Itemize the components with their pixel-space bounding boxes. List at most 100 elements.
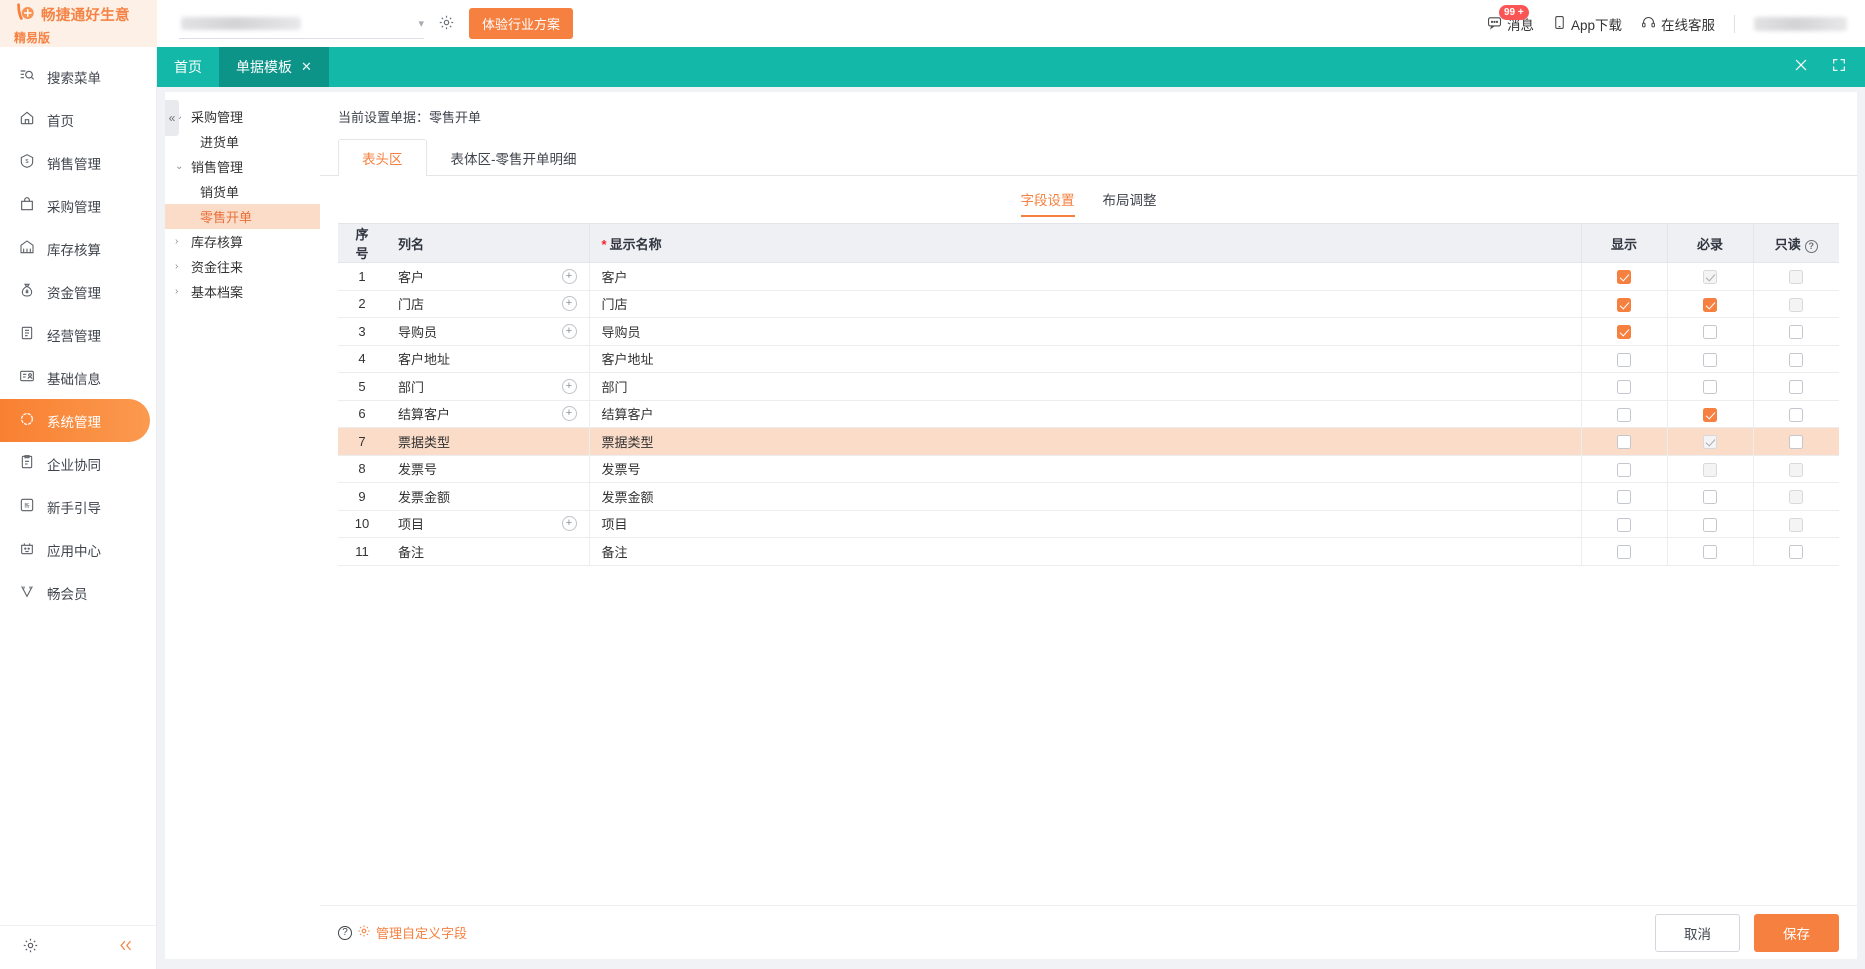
- table-row[interactable]: 8 发票号 发票号: [338, 455, 1839, 483]
- show-checkbox[interactable]: [1617, 297, 1631, 312]
- readonly-checkbox[interactable]: [1789, 380, 1804, 395]
- tree-node-purchase-mgmt[interactable]: ⌄ 采购管理: [165, 104, 320, 129]
- org-selector[interactable]: ▾: [179, 9, 424, 39]
- table-row[interactable]: 4 客户地址 客户地址: [338, 345, 1839, 373]
- required-checkbox[interactable]: [1703, 380, 1717, 395]
- cell-show[interactable]: [1580, 262, 1667, 291]
- cell-readonly[interactable]: [1752, 345, 1839, 373]
- help-icon[interactable]: ?: [1804, 239, 1818, 253]
- cell-required[interactable]: [1666, 290, 1753, 318]
- readonly-checkbox[interactable]: [1789, 297, 1804, 312]
- cell-required[interactable]: [1666, 510, 1753, 538]
- cell-display-name[interactable]: 导购员: [588, 317, 1581, 346]
- cell-display-name[interactable]: 票据类型: [588, 427, 1581, 456]
- show-checkbox[interactable]: [1617, 517, 1631, 532]
- cell-readonly[interactable]: [1752, 427, 1839, 456]
- cell-readonly[interactable]: [1752, 290, 1839, 318]
- cell-readonly[interactable]: [1752, 510, 1839, 538]
- table-row[interactable]: 3 导购员 + 导购员: [338, 317, 1839, 346]
- cell-required[interactable]: [1666, 482, 1753, 511]
- cell-required[interactable]: [1666, 455, 1753, 483]
- table-row[interactable]: 7 票据类型 票据类型: [338, 427, 1839, 456]
- show-checkbox[interactable]: [1617, 545, 1631, 560]
- tree-node-fund-transactions[interactable]: › 资金往来: [165, 254, 320, 279]
- readonly-checkbox[interactable]: [1789, 325, 1804, 340]
- collapse-sidebar-icon[interactable]: [117, 938, 134, 958]
- show-checkbox[interactable]: [1617, 407, 1631, 422]
- sidebar-item-guide[interactable]: 新 新手引导: [0, 485, 156, 528]
- cell-show[interactable]: [1580, 510, 1667, 538]
- manage-custom-fields-link[interactable]: ? 管理自定义字段: [338, 923, 467, 942]
- sidebar-item-collaboration[interactable]: 企业协同: [0, 442, 156, 485]
- cell-show[interactable]: [1580, 537, 1667, 566]
- readonly-checkbox[interactable]: [1789, 517, 1804, 532]
- table-row[interactable]: 5 部门 + 部门: [338, 372, 1839, 401]
- cell-show[interactable]: [1580, 290, 1667, 318]
- cell-display-name[interactable]: 门店: [588, 290, 1581, 318]
- save-button[interactable]: 保存: [1754, 913, 1839, 952]
- cell-display-name[interactable]: 发票金额: [588, 482, 1581, 511]
- readonly-checkbox[interactable]: [1789, 435, 1804, 450]
- sidebar-item-system[interactable]: 系统管理: [0, 399, 150, 442]
- readonly-checkbox[interactable]: [1789, 490, 1804, 505]
- tab-field-settings[interactable]: 字段设置: [1020, 189, 1075, 217]
- cell-required[interactable]: [1666, 427, 1753, 456]
- cell-required[interactable]: [1666, 262, 1753, 291]
- add-field-icon[interactable]: +: [561, 323, 577, 339]
- show-checkbox[interactable]: [1617, 380, 1631, 395]
- gear-icon[interactable]: [438, 14, 455, 34]
- readonly-checkbox[interactable]: [1789, 462, 1804, 477]
- gear-icon[interactable]: [22, 937, 39, 959]
- show-checkbox[interactable]: [1617, 352, 1631, 367]
- cell-readonly[interactable]: [1752, 317, 1839, 346]
- tab-layout-adjust[interactable]: 布局调整: [1102, 193, 1157, 208]
- cell-readonly[interactable]: [1752, 482, 1839, 511]
- add-field-icon[interactable]: +: [561, 406, 577, 422]
- messages-button[interactable]: 消息 99 +: [1487, 4, 1534, 34]
- cell-show[interactable]: [1580, 482, 1667, 511]
- cell-readonly[interactable]: [1752, 455, 1839, 483]
- show-checkbox[interactable]: [1617, 325, 1631, 340]
- tree-node-sales-mgmt[interactable]: ⌄ 销售管理: [165, 154, 320, 179]
- cancel-button[interactable]: 取消: [1655, 913, 1740, 952]
- cell-readonly[interactable]: [1752, 400, 1839, 428]
- cell-required[interactable]: [1666, 317, 1753, 346]
- chevron-down-icon[interactable]: ▾: [418, 17, 424, 30]
- cell-show[interactable]: [1580, 345, 1667, 373]
- cell-readonly[interactable]: [1752, 372, 1839, 401]
- required-checkbox[interactable]: [1703, 545, 1717, 560]
- sidebar-item-app-center[interactable]: 应用中心: [0, 528, 156, 571]
- trial-solution-button[interactable]: 体验行业方案: [469, 8, 574, 39]
- cell-display-name[interactable]: 项目: [588, 510, 1581, 538]
- tree-node-sales-order[interactable]: 销货单: [165, 179, 320, 204]
- required-checkbox[interactable]: [1703, 517, 1717, 532]
- cell-display-name[interactable]: 结算客户: [588, 400, 1581, 428]
- show-checkbox[interactable]: [1617, 435, 1631, 450]
- show-checkbox[interactable]: [1617, 462, 1631, 477]
- cell-required[interactable]: [1666, 345, 1753, 373]
- cell-display-name[interactable]: 客户: [588, 262, 1581, 291]
- required-checkbox[interactable]: [1703, 435, 1717, 450]
- tree-node-inventory-accounting[interactable]: › 库存核算: [165, 229, 320, 254]
- tree-node-basic-archives[interactable]: › 基本档案: [165, 279, 320, 304]
- table-row[interactable]: 9 发票金额 发票金额: [338, 482, 1839, 511]
- show-checkbox[interactable]: [1617, 490, 1631, 505]
- user-name-masked[interactable]: [1754, 16, 1847, 31]
- tree-node-purchase-order[interactable]: 进货单: [165, 129, 320, 154]
- sidebar-item-home[interactable]: 首页: [0, 98, 156, 141]
- cell-display-name[interactable]: 发票号: [588, 455, 1581, 483]
- close-icon[interactable]: ✕: [301, 59, 312, 74]
- table-row[interactable]: 6 结算客户 + 结算客户: [338, 400, 1839, 428]
- cell-display-name[interactable]: 客户地址: [588, 345, 1581, 373]
- cell-required[interactable]: [1666, 400, 1753, 428]
- fullscreen-icon[interactable]: [1831, 57, 1847, 77]
- readonly-checkbox[interactable]: [1789, 352, 1804, 367]
- collapse-tree-icon[interactable]: «: [165, 100, 179, 136]
- cell-show[interactable]: [1580, 427, 1667, 456]
- required-checkbox[interactable]: [1703, 270, 1717, 285]
- add-field-icon[interactable]: +: [561, 296, 577, 312]
- add-field-icon[interactable]: +: [561, 378, 577, 394]
- online-service-button[interactable]: 在线客服: [1641, 14, 1715, 34]
- sidebar-item-basic-info[interactable]: 基础信息: [0, 356, 156, 399]
- required-checkbox[interactable]: [1703, 462, 1717, 477]
